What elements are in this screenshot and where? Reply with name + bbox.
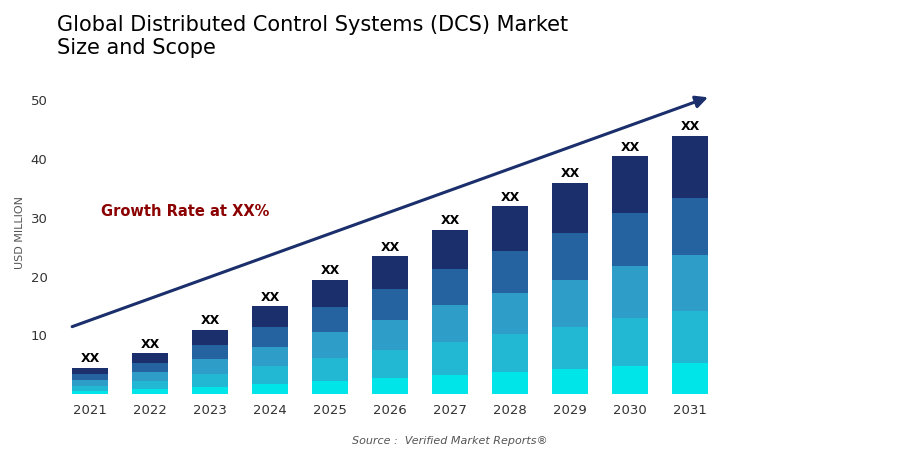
Bar (132, 353, 168, 363)
Bar (612, 266, 648, 318)
Bar (132, 363, 168, 372)
Bar (312, 307, 348, 333)
Bar (552, 234, 588, 280)
Bar (552, 327, 588, 369)
Bar (192, 345, 228, 360)
Bar (372, 350, 408, 378)
Bar (192, 329, 228, 345)
Bar (612, 318, 648, 366)
Bar (72, 386, 108, 391)
Bar (312, 381, 348, 394)
Bar (672, 311, 708, 363)
Bar (432, 374, 468, 394)
Bar (252, 366, 288, 384)
Bar (132, 372, 168, 381)
Text: XX: XX (80, 352, 100, 365)
Bar (492, 334, 528, 372)
Bar (672, 363, 708, 394)
Bar (492, 372, 528, 394)
Bar (672, 198, 708, 255)
Bar (672, 135, 708, 198)
Text: XX: XX (500, 191, 519, 204)
Bar (552, 280, 588, 327)
Bar (612, 156, 648, 213)
Text: XX: XX (620, 141, 640, 154)
Bar (492, 292, 528, 334)
Bar (252, 327, 288, 346)
Bar (252, 384, 288, 394)
Bar (432, 230, 468, 269)
Bar (72, 374, 108, 380)
Bar (372, 289, 408, 320)
Bar (192, 360, 228, 374)
Y-axis label: USD MILLION: USD MILLION (15, 196, 25, 269)
Text: Global Distributed Control Systems (DCS) Market
Size and Scope: Global Distributed Control Systems (DCS)… (58, 15, 568, 58)
Bar (492, 251, 528, 292)
Bar (372, 256, 408, 289)
Bar (192, 387, 228, 394)
Bar (612, 213, 648, 266)
Bar (432, 269, 468, 306)
Bar (492, 206, 528, 251)
Text: XX: XX (381, 241, 400, 254)
Text: XX: XX (201, 314, 220, 327)
Bar (192, 374, 228, 387)
Bar (72, 391, 108, 394)
Bar (72, 368, 108, 374)
Bar (132, 381, 168, 389)
Bar (132, 389, 168, 394)
Bar (372, 378, 408, 394)
Text: XX: XX (680, 120, 699, 133)
Bar (432, 306, 468, 342)
Bar (312, 333, 348, 358)
Text: Source :  Verified Market Reports®: Source : Verified Market Reports® (352, 436, 548, 446)
Bar (432, 342, 468, 374)
Bar (612, 366, 648, 394)
Bar (252, 306, 288, 327)
Text: Growth Rate at XX%: Growth Rate at XX% (101, 204, 269, 220)
Bar (552, 183, 588, 234)
Bar (252, 346, 288, 366)
Text: XX: XX (140, 338, 160, 351)
Bar (312, 358, 348, 381)
Bar (672, 255, 708, 311)
Text: XX: XX (320, 264, 339, 277)
Bar (552, 369, 588, 394)
Text: XX: XX (561, 167, 580, 180)
Bar (372, 320, 408, 350)
Text: XX: XX (260, 291, 280, 304)
Bar (312, 279, 348, 307)
Text: XX: XX (440, 214, 460, 227)
Bar (72, 380, 108, 386)
